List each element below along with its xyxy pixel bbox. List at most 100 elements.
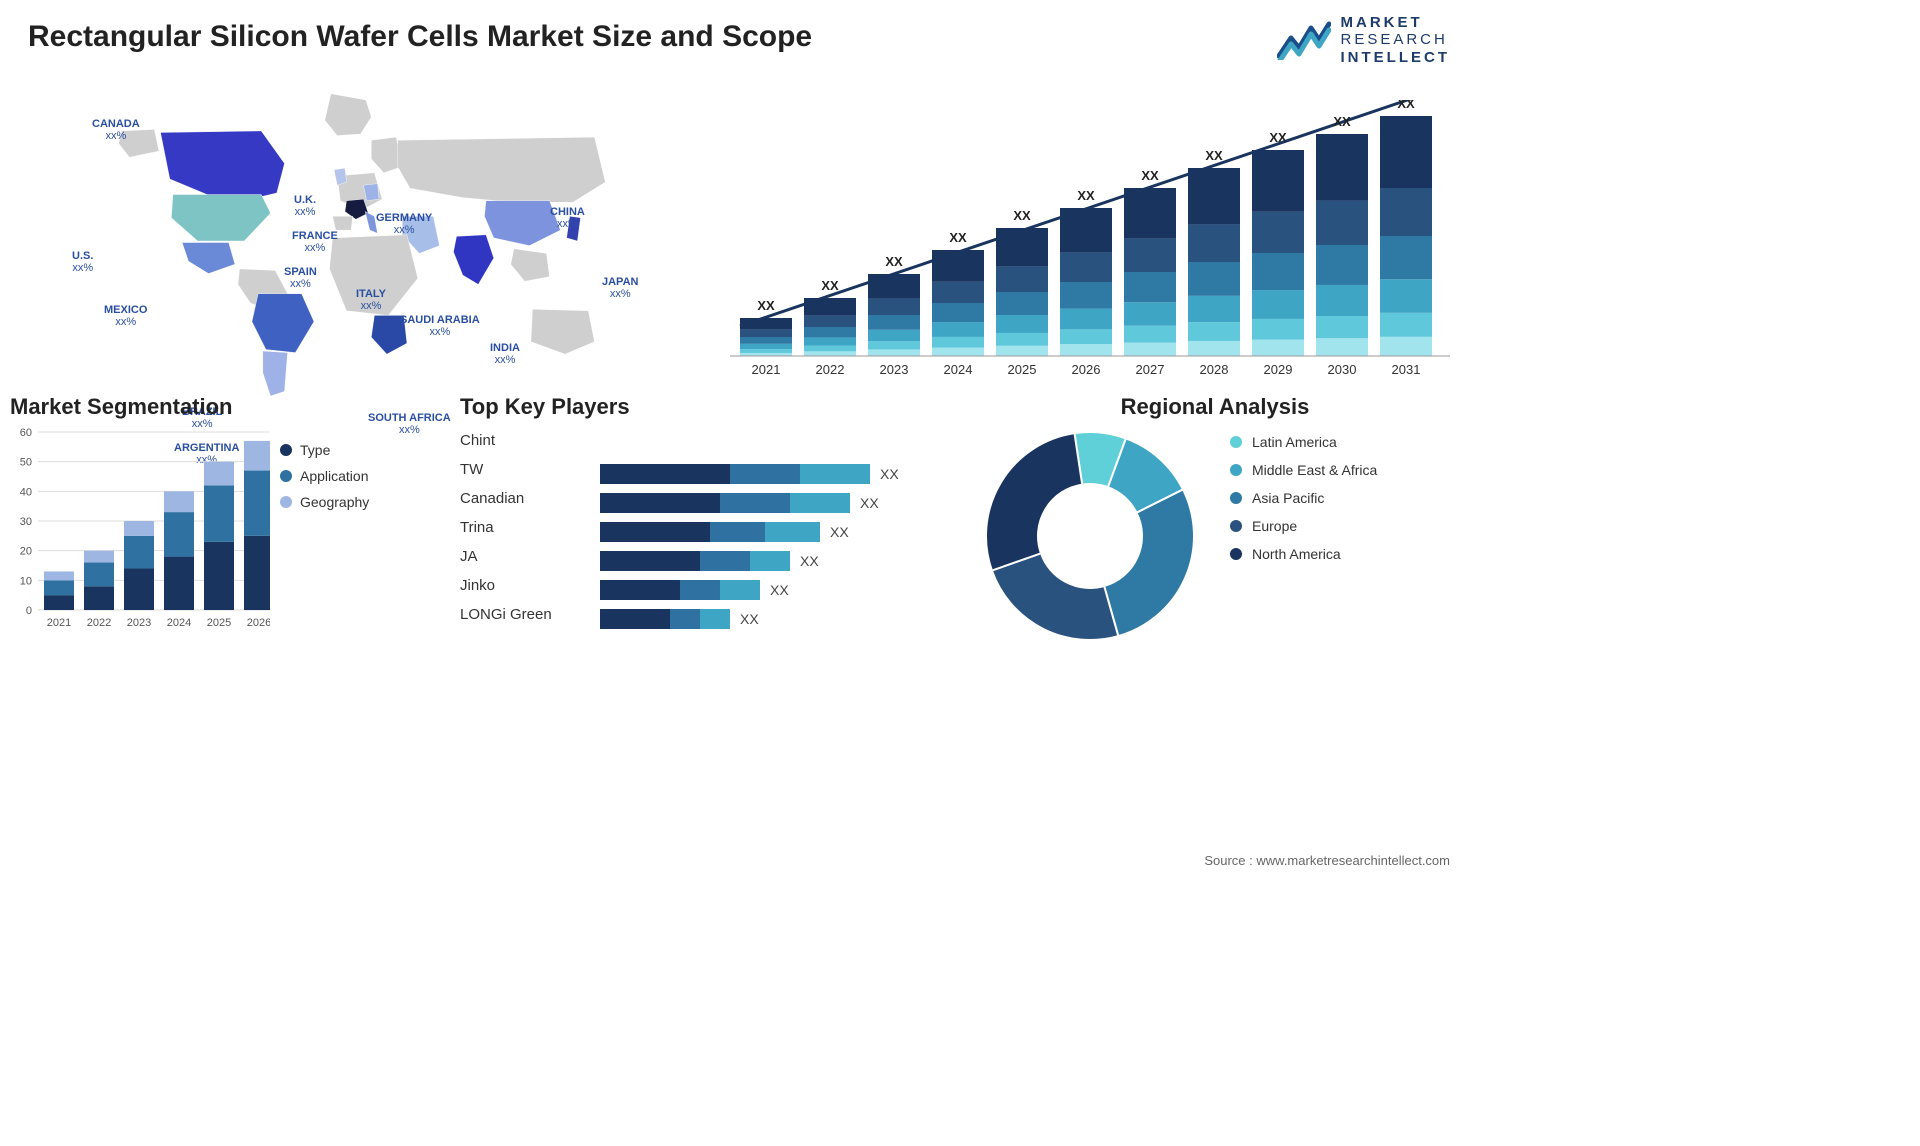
region-legend-north-america: North America bbox=[1230, 546, 1377, 562]
map-label-india: INDIAxx% bbox=[490, 342, 520, 366]
player-bar-row-3: XX bbox=[600, 546, 920, 575]
main-bar-year-2027: 2027 bbox=[1136, 362, 1165, 377]
seg-ytick-20: 20 bbox=[20, 546, 32, 558]
main-bar-2021-seg4 bbox=[740, 349, 792, 353]
main-bar-2029-seg0 bbox=[1252, 150, 1304, 212]
main-bar-2029-seg2 bbox=[1252, 253, 1304, 290]
seg-year-2024: 2024 bbox=[167, 617, 191, 629]
main-bar-2024-seg2 bbox=[932, 303, 984, 322]
main-bar-2027-seg5 bbox=[1124, 343, 1176, 356]
seg-legend-application: Application bbox=[280, 468, 369, 484]
main-bar-2026-seg3 bbox=[1060, 309, 1112, 330]
seg-bar-2021-Application bbox=[44, 580, 74, 595]
regional-panel: Regional Analysis Latin AmericaMiddle Ea… bbox=[970, 394, 1460, 644]
player-bar-2 bbox=[600, 522, 820, 542]
player-bar-value-0: XX bbox=[880, 466, 899, 482]
main-bar-2023-seg2 bbox=[868, 315, 920, 330]
map-label-japan: JAPANxx% bbox=[602, 276, 638, 300]
main-bar-2026-seg0 bbox=[1060, 208, 1112, 252]
main-bar-2028-seg2 bbox=[1188, 262, 1240, 296]
map-region-argentina bbox=[263, 351, 288, 396]
map-region-canada bbox=[161, 131, 285, 202]
seg-bar-2025-Type bbox=[204, 542, 234, 610]
main-bar-2026-seg4 bbox=[1060, 329, 1112, 344]
main-bar-value-2029: XX bbox=[1269, 130, 1287, 145]
main-bar-2021-seg3 bbox=[740, 344, 792, 349]
seg-bar-2023-Geography bbox=[124, 521, 154, 536]
seg-bar-2026-Application bbox=[244, 471, 270, 536]
main-bar-year-2031: 2031 bbox=[1392, 362, 1421, 377]
region-legend-asia-pacific: Asia Pacific bbox=[1230, 490, 1377, 506]
main-bar-2029-seg1 bbox=[1252, 212, 1304, 253]
seg-bar-2021-Type bbox=[44, 595, 74, 610]
main-bar-2024-seg3 bbox=[932, 322, 984, 337]
logo-text: MARKET RESEARCH INTELLECT bbox=[1341, 14, 1451, 66]
main-bar-value-2026: XX bbox=[1077, 188, 1095, 203]
main-bar-2025-seg0 bbox=[996, 228, 1048, 266]
player-name-tw: TW bbox=[460, 455, 595, 484]
main-bar-year-2029: 2029 bbox=[1264, 362, 1293, 377]
main-bar-value-2023: XX bbox=[885, 254, 903, 269]
map-region-uk bbox=[334, 168, 346, 185]
player-bar-value-4: XX bbox=[770, 582, 789, 598]
main-bar-2022-seg4 bbox=[804, 346, 856, 352]
main-bar-2026-seg2 bbox=[1060, 282, 1112, 309]
main-bar-2023-seg1 bbox=[868, 299, 920, 315]
player-name-longi-green: LONGi Green bbox=[460, 600, 595, 629]
page-title: Rectangular Silicon Wafer Cells Market S… bbox=[28, 20, 812, 54]
region-legend-europe: Europe bbox=[1230, 518, 1377, 534]
player-bar-row-0: XX bbox=[600, 459, 920, 488]
main-bar-2027-seg3 bbox=[1124, 302, 1176, 326]
seg-bar-2023-Type bbox=[124, 568, 154, 610]
seg-legend-geography: Geography bbox=[280, 494, 369, 510]
main-bar-2026-seg5 bbox=[1060, 344, 1112, 356]
main-bar-2022-seg1 bbox=[804, 315, 856, 327]
main-bar-value-2031: XX bbox=[1397, 100, 1415, 111]
main-bar-2021-seg0 bbox=[740, 318, 792, 329]
map-label-germany: GERMANYxx% bbox=[376, 212, 432, 236]
players-list: ChintTWCanadianTrinaJAJinkoLONGi Green bbox=[460, 426, 595, 629]
player-name-ja: JA bbox=[460, 542, 595, 571]
main-bar-2023-seg0 bbox=[868, 274, 920, 299]
main-bar-year-2026: 2026 bbox=[1072, 362, 1101, 377]
player-name-chint: Chint bbox=[460, 426, 595, 455]
player-bar-1 bbox=[600, 493, 850, 513]
main-bar-value-2028: XX bbox=[1205, 148, 1223, 163]
map-region-mexico bbox=[182, 243, 235, 274]
source-text: Source : www.marketresearchintellect.com bbox=[1204, 853, 1450, 868]
map-label-france: FRANCExx% bbox=[292, 230, 338, 254]
regional-title: Regional Analysis bbox=[970, 394, 1460, 420]
main-bar-2029-seg5 bbox=[1252, 340, 1304, 356]
main-bar-2029-seg4 bbox=[1252, 319, 1304, 340]
seg-year-2022: 2022 bbox=[87, 617, 111, 629]
main-bar-2028-seg0 bbox=[1188, 168, 1240, 224]
main-bar-2025-seg2 bbox=[996, 292, 1048, 315]
player-bar-4 bbox=[600, 580, 760, 600]
main-bar-2025-seg1 bbox=[996, 266, 1048, 292]
map-region-australia bbox=[531, 309, 595, 354]
map-region-greenland bbox=[325, 94, 372, 136]
main-bar-2025-seg4 bbox=[996, 333, 1048, 346]
main-bar-2028-seg5 bbox=[1188, 341, 1240, 356]
main-bar-2025-seg5 bbox=[996, 346, 1048, 356]
key-players-panel: Top Key Players ChintTWCanadianTrinaJAJi… bbox=[460, 394, 950, 644]
main-bar-year-2023: 2023 bbox=[880, 362, 909, 377]
main-bar-2022-seg0 bbox=[804, 298, 856, 315]
main-bar-2021-seg2 bbox=[740, 337, 792, 344]
player-bar-value-5: XX bbox=[740, 611, 759, 627]
main-bar-2023-seg5 bbox=[868, 349, 920, 356]
main-bar-2031-seg1 bbox=[1380, 188, 1432, 236]
segmentation-chart: 0102030405060202120222023202420252026 bbox=[10, 426, 270, 632]
map-label-u-s-: U.S.xx% bbox=[72, 250, 93, 274]
main-bar-2030-seg4 bbox=[1316, 316, 1368, 338]
player-name-trina: Trina bbox=[460, 513, 595, 542]
main-bar-2024-seg4 bbox=[932, 337, 984, 348]
main-bar-2026-seg1 bbox=[1060, 252, 1112, 282]
seg-ytick-0: 0 bbox=[26, 605, 32, 617]
main-bar-2029-seg3 bbox=[1252, 290, 1304, 319]
seg-bar-2025-Application bbox=[204, 485, 234, 541]
logo-line3: INTELLECT bbox=[1341, 49, 1451, 66]
seg-ytick-40: 40 bbox=[20, 486, 32, 498]
market-size-chart: XX2021XX2022XX2023XX2024XX2025XX2026XX20… bbox=[730, 100, 1450, 390]
logo-line2: RESEARCH bbox=[1341, 31, 1451, 48]
